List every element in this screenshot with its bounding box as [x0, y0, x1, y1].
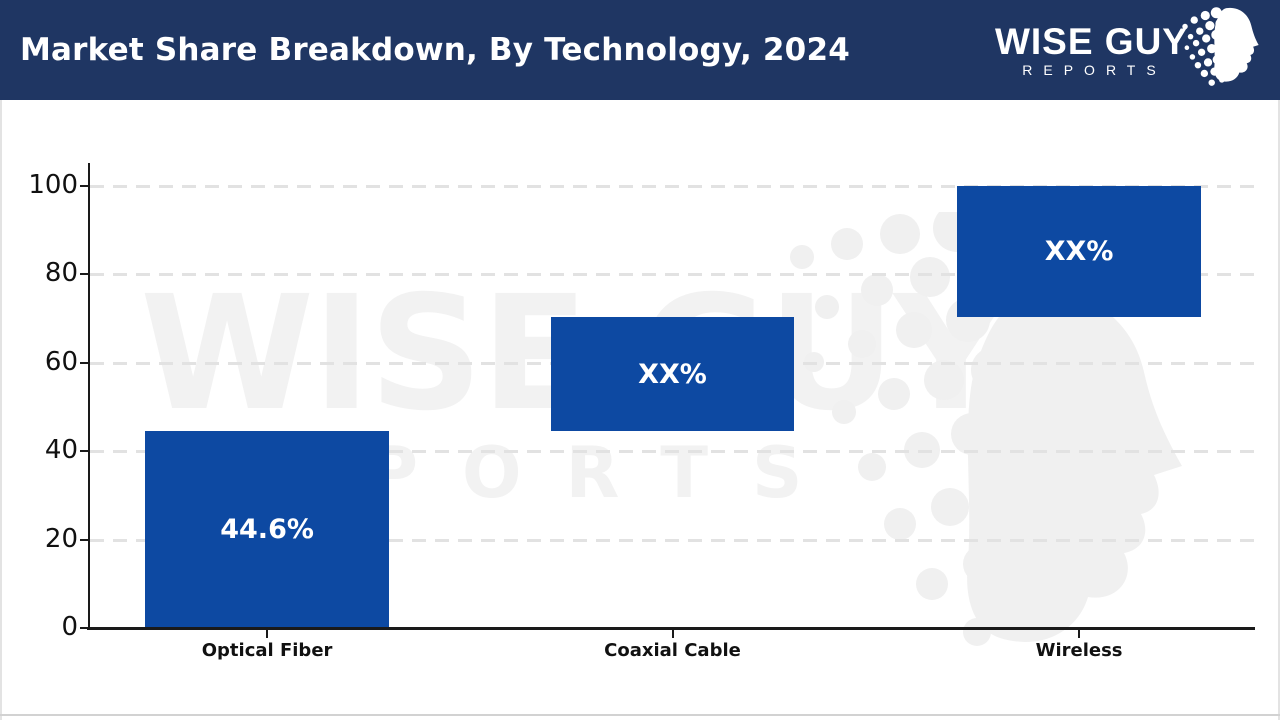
brand-name: WISE GUY — [994, 21, 1188, 62]
y-tick-label-0: 0 — [61, 612, 78, 642]
y-tick-mark-20 — [80, 538, 89, 541]
gridline-40 — [90, 450, 1255, 454]
header-band: Market Share Breakdown, By Technology, 2… — [0, 0, 1280, 100]
y-tick-mark-0 — [80, 627, 89, 629]
bar-wireless: XX% — [957, 186, 1201, 318]
brand-subtitle: REPORTS — [1022, 62, 1167, 78]
x-category-label-coaxial-cable: Coaxial Cable — [604, 640, 741, 661]
dotted-head-icon — [1182, 7, 1259, 86]
bar-value-label: XX% — [1044, 236, 1114, 268]
y-tick-label-80: 80 — [44, 258, 78, 289]
x-tick-mark-1 — [671, 629, 674, 638]
bar-coaxial-cable: XX% — [550, 317, 795, 431]
y-tick-label-100: 100 — [28, 170, 78, 200]
y-tick-label-60: 60 — [44, 346, 78, 377]
footer-divider — [0, 714, 1280, 716]
y-tick-mark-60 — [80, 361, 89, 364]
bar-optical-fiber: 44.6% — [145, 430, 389, 628]
x-axis-line — [87, 627, 1255, 630]
y-tick-mark-40 — [80, 450, 89, 453]
brand-wordmark: WISE GUY REPORTS — [995, 23, 1188, 77]
y-tick-label-40: 40 — [44, 435, 78, 466]
y-tick-label-20: 20 — [44, 523, 78, 554]
y-axis-line — [88, 163, 90, 630]
x-category-label-optical-fiber: Optical Fiber — [201, 640, 333, 661]
x-category-label-wireless: Wireless — [1035, 640, 1123, 661]
gridline-20 — [90, 538, 1255, 542]
chart-title: Market Share Breakdown, By Technology, 2… — [20, 32, 850, 68]
gridline-80 — [90, 273, 1255, 277]
bar-value-label: XX% — [638, 358, 707, 390]
gridline-100 — [90, 185, 1255, 188]
y-tick-mark-80 — [80, 273, 89, 276]
brand-logo: WISE GUY REPORTS — [995, 6, 1266, 94]
x-tick-mark-0 — [266, 629, 269, 638]
x-tick-mark-2 — [1078, 629, 1081, 638]
y-tick-mark-100 — [80, 185, 89, 187]
plot-area: 44.6% XX% XX% — [90, 185, 1255, 628]
bar-value-label: 44.6% — [220, 513, 314, 545]
watermark-dotted-head — [790, 212, 1182, 646]
